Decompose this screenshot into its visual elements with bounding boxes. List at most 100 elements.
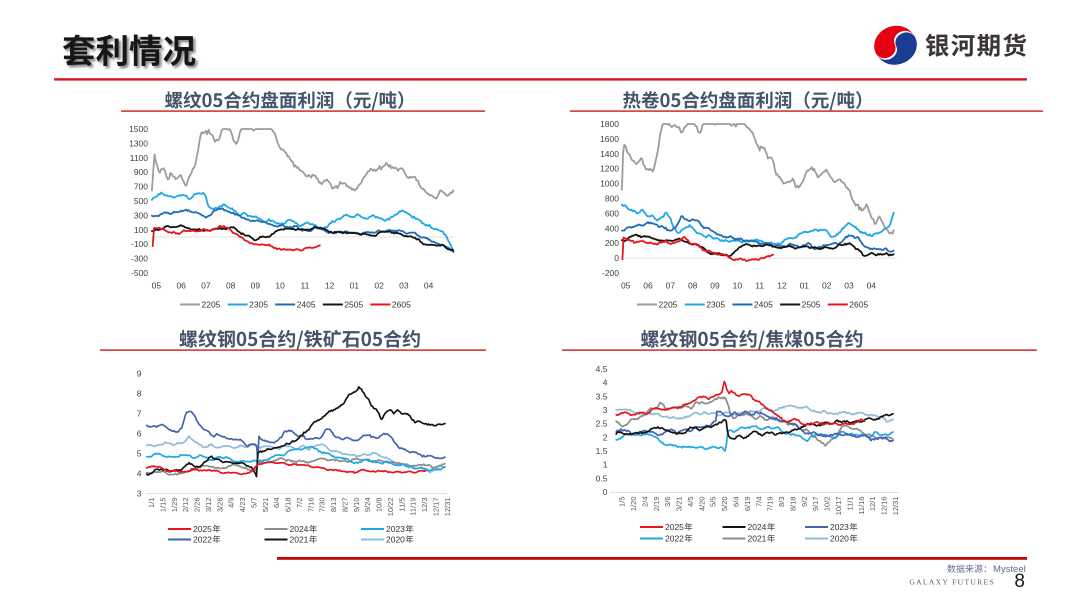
svg-text:2405: 2405 [754, 300, 773, 310]
svg-text:7/19: 7/19 [766, 497, 775, 512]
svg-text:400: 400 [605, 223, 619, 233]
svg-text:9: 9 [137, 369, 142, 379]
svg-text:3/6: 3/6 [663, 497, 672, 507]
svg-text:2020: 2020 [386, 535, 405, 545]
svg-text:4/20: 4/20 [697, 497, 706, 512]
svg-text:10/17: 10/17 [834, 497, 843, 516]
svg-text:2/4: 2/4 [640, 497, 649, 507]
svg-text:0.5: 0.5 [596, 473, 608, 483]
svg-text:600: 600 [605, 208, 619, 218]
svg-text:1600: 1600 [600, 134, 619, 144]
svg-text:10: 10 [275, 281, 285, 291]
svg-text:-300: -300 [131, 254, 148, 264]
svg-text:7/4: 7/4 [754, 497, 763, 507]
svg-text:04: 04 [867, 281, 877, 291]
svg-text:900: 900 [134, 167, 148, 177]
svg-text:1800: 1800 [600, 119, 619, 129]
svg-text:5/7: 5/7 [249, 498, 258, 508]
svg-text:2020: 2020 [830, 534, 849, 544]
svg-text:08: 08 [226, 281, 236, 291]
svg-text:9/24: 9/24 [363, 498, 372, 513]
svg-text:1300: 1300 [129, 138, 148, 148]
svg-text:03: 03 [399, 281, 409, 291]
svg-text:2023: 2023 [386, 524, 405, 534]
svg-text:03: 03 [844, 281, 854, 291]
svg-text:12/16: 12/16 [880, 497, 889, 516]
svg-text:5/21: 5/21 [261, 498, 270, 513]
svg-text:3: 3 [603, 405, 608, 415]
svg-text:6/4: 6/4 [732, 497, 741, 507]
svg-text:9/2: 9/2 [800, 497, 809, 507]
svg-text:2405: 2405 [297, 300, 316, 310]
svg-text:05: 05 [152, 281, 162, 291]
svg-text:12: 12 [325, 281, 335, 291]
svg-text:9/17: 9/17 [811, 497, 820, 512]
svg-text:07: 07 [201, 281, 211, 291]
svg-text:2021: 2021 [290, 535, 309, 545]
svg-text:1/29: 1/29 [170, 498, 179, 513]
svg-text:1.5: 1.5 [596, 446, 608, 456]
svg-text:6/19: 6/19 [743, 497, 752, 512]
svg-text:8/13: 8/13 [329, 498, 338, 513]
svg-text:07: 07 [666, 281, 676, 291]
svg-text:2305: 2305 [706, 300, 725, 310]
svg-text:2205: 2205 [202, 300, 221, 310]
svg-text:12/31: 12/31 [443, 498, 452, 517]
svg-text:800: 800 [605, 194, 619, 204]
svg-text:0: 0 [603, 487, 608, 497]
svg-text:8/18: 8/18 [789, 497, 798, 512]
svg-text:2305: 2305 [249, 300, 268, 310]
svg-text:4/5: 4/5 [686, 497, 695, 507]
svg-text:12/17: 12/17 [432, 498, 441, 517]
svg-text:200: 200 [605, 238, 619, 248]
svg-text:12: 12 [777, 281, 787, 291]
svg-text:09: 09 [251, 281, 261, 291]
svg-text:2605: 2605 [849, 300, 868, 310]
svg-text:7/2: 7/2 [295, 498, 304, 508]
svg-text:100: 100 [134, 225, 148, 235]
svg-text:0: 0 [614, 253, 619, 263]
svg-text:2505: 2505 [344, 300, 363, 310]
svg-text:02: 02 [374, 281, 384, 291]
svg-text:11/19: 11/19 [409, 498, 418, 516]
svg-text:2/12: 2/12 [181, 498, 190, 513]
svg-text:1: 1 [603, 460, 608, 470]
svg-text:2022: 2022 [193, 535, 212, 545]
svg-text:2022: 2022 [665, 534, 684, 544]
svg-text:2/26: 2/26 [193, 498, 202, 513]
svg-text:4.5: 4.5 [596, 364, 608, 374]
svg-text:6/18: 6/18 [284, 498, 293, 513]
svg-text:5/20: 5/20 [720, 497, 729, 512]
svg-text:-100: -100 [131, 239, 148, 249]
svg-text:10/8: 10/8 [375, 498, 384, 513]
svg-text:300: 300 [134, 210, 148, 220]
svg-text:7/30: 7/30 [318, 498, 327, 513]
svg-text:6/4: 6/4 [272, 498, 281, 508]
svg-text:2024: 2024 [290, 524, 309, 534]
svg-text:11/5: 11/5 [397, 498, 406, 512]
svg-text:4/9: 4/9 [227, 498, 236, 508]
svg-text:4: 4 [137, 468, 142, 478]
svg-text:-200: -200 [602, 268, 619, 278]
svg-text:3.5: 3.5 [596, 391, 608, 401]
svg-text:04: 04 [424, 281, 434, 291]
svg-text:11/1: 11/1 [845, 497, 854, 511]
svg-text:7/16: 7/16 [306, 498, 315, 513]
svg-text:1/20: 1/20 [629, 497, 638, 512]
svg-text:2025: 2025 [665, 522, 684, 532]
svg-text:1/15: 1/15 [158, 498, 167, 513]
svg-text:10/2: 10/2 [823, 497, 832, 512]
svg-text:11/16: 11/16 [857, 497, 866, 515]
svg-text:11: 11 [755, 281, 764, 291]
svg-text:01: 01 [350, 281, 360, 291]
svg-text:2025: 2025 [193, 524, 212, 534]
svg-text:05: 05 [621, 281, 631, 291]
svg-text:12/1: 12/1 [868, 497, 877, 512]
svg-text:10/22: 10/22 [386, 498, 395, 517]
svg-text:2023: 2023 [830, 522, 849, 532]
svg-text:08: 08 [688, 281, 698, 291]
svg-text:3/21: 3/21 [675, 497, 684, 512]
svg-text:7: 7 [137, 409, 142, 419]
svg-text:2505: 2505 [802, 300, 821, 310]
svg-text:4/23: 4/23 [238, 498, 247, 513]
